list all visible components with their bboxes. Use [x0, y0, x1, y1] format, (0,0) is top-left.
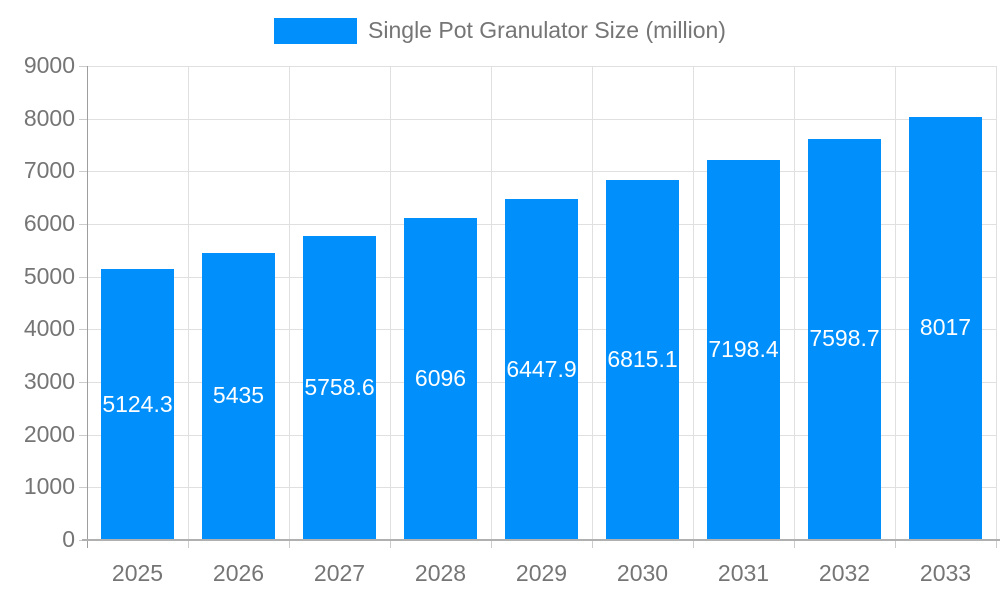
x-axis-tick [390, 540, 391, 548]
x-axis-tick [794, 540, 795, 548]
x-axis-tick-label: 2031 [717, 560, 770, 586]
x-axis-tick-label: 2032 [818, 560, 871, 586]
v-gridline [592, 66, 593, 540]
bar[interactable]: 6815.1 [606, 180, 679, 539]
x-axis-tick-label: 2029 [515, 560, 568, 586]
y-axis-tick [79, 382, 87, 383]
x-axis-tick-label: 2026 [212, 560, 265, 586]
y-axis-tick-label: 7000 [23, 157, 75, 184]
x-axis-tick-label: 2027 [313, 560, 366, 586]
v-gridline [693, 66, 694, 540]
x-axis-tick-label: 2030 [616, 560, 669, 586]
h-gridline [87, 118, 996, 120]
bar-value-label: 8017 [919, 314, 972, 341]
x-axis-tick [895, 540, 896, 548]
bar[interactable]: 8017 [909, 116, 982, 539]
y-axis-tick-label: 8000 [23, 104, 75, 131]
y-axis-tick-label: 0 [62, 526, 75, 553]
y-axis-tick [79, 171, 87, 173]
bar-value-label: 7198.4 [708, 335, 779, 362]
y-axis-tick-label: 1000 [23, 473, 75, 500]
bar[interactable]: 5124.3 [101, 269, 174, 539]
bar-value-label: 6815.1 [607, 346, 678, 373]
bar-value-label: 6447.9 [506, 355, 577, 382]
x-axis-tick [491, 540, 492, 548]
x-axis-tick [188, 540, 189, 548]
h-gridline [87, 66, 996, 67]
v-gridline [895, 66, 896, 540]
x-axis-tick [693, 540, 694, 548]
bar[interactable]: 6096 [404, 217, 477, 539]
x-axis-tick-label: 2033 [919, 560, 972, 586]
legend: Single Pot Granulator Size (million) [0, 17, 1000, 44]
y-axis-tick [79, 66, 87, 67]
y-axis-tick [79, 118, 87, 120]
h-gridline [87, 171, 996, 173]
bar[interactable]: 7198.4 [707, 159, 780, 539]
v-gridline [188, 66, 189, 540]
bar[interactable]: 5435 [202, 252, 275, 539]
bar[interactable]: 7598.7 [808, 138, 881, 539]
y-axis-tick-label: 6000 [23, 210, 75, 237]
x-axis-tick [996, 540, 997, 548]
x-axis-tick [289, 540, 290, 548]
v-gridline [996, 66, 997, 540]
legend-series-label[interactable]: Single Pot Granulator Size (million) [368, 17, 726, 43]
v-gridline [491, 66, 492, 540]
legend-swatch-icon[interactable] [274, 17, 358, 44]
y-axis-tick-label: 4000 [23, 315, 75, 342]
y-axis-line [87, 66, 88, 548]
y-axis-tick [79, 434, 87, 436]
x-axis-tick [592, 540, 593, 548]
y-axis-tick-label: 2000 [23, 420, 75, 447]
bar-value-label: 5435 [212, 382, 265, 409]
bar[interactable]: 6447.9 [505, 199, 578, 539]
bar-value-label: 5758.6 [304, 373, 375, 400]
x-axis-line [82, 539, 1000, 541]
bar-value-label: 6096 [414, 364, 467, 391]
y-axis-tick-label: 9000 [23, 52, 75, 79]
y-axis-tick [79, 224, 87, 225]
y-axis-tick-label: 5000 [23, 262, 75, 289]
bar-value-label: 5124.3 [102, 390, 173, 417]
bar[interactable]: 5758.6 [303, 235, 376, 539]
x-axis-tick-label: 2025 [111, 560, 164, 586]
bar-value-label: 7598.7 [809, 325, 880, 352]
v-gridline [289, 66, 290, 540]
y-axis-tick [79, 276, 87, 278]
x-axis-tick-label: 2028 [414, 560, 467, 586]
y-axis-tick [79, 487, 87, 489]
v-gridline [390, 66, 391, 540]
v-gridline [794, 66, 795, 540]
y-axis-tick [79, 329, 87, 331]
y-axis-tick-label: 3000 [23, 368, 75, 395]
